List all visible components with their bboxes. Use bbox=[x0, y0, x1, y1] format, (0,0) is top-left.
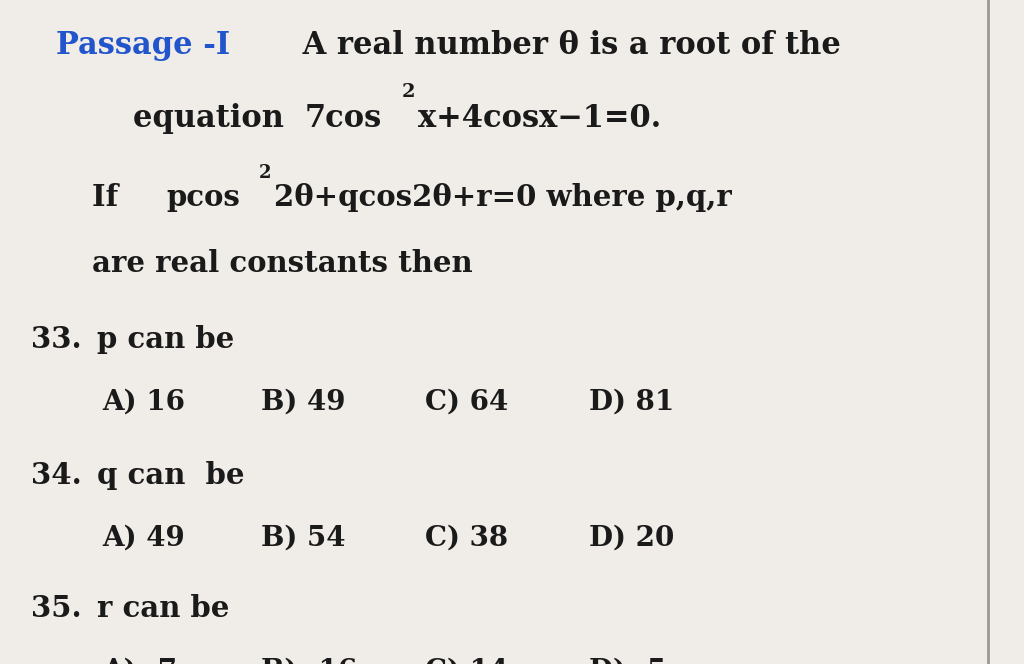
Text: pcos: pcos bbox=[166, 183, 240, 212]
Text: 2θ+qcos2θ+r=0 where p,q,r: 2θ+qcos2θ+r=0 where p,q,r bbox=[274, 183, 732, 212]
Text: C) 64: C) 64 bbox=[425, 388, 508, 416]
Text: B) 49: B) 49 bbox=[261, 388, 346, 416]
Text: If: If bbox=[92, 183, 138, 212]
Text: A real number θ is a root of the: A real number θ is a root of the bbox=[292, 30, 841, 61]
Text: 35.: 35. bbox=[31, 594, 81, 623]
Text: 2: 2 bbox=[401, 83, 415, 101]
Text: C) 14: C) 14 bbox=[425, 657, 508, 664]
Text: B) -16: B) -16 bbox=[261, 657, 357, 664]
Text: r can be: r can be bbox=[97, 594, 229, 623]
Text: C) 38: C) 38 bbox=[425, 525, 508, 552]
Text: A) 16: A) 16 bbox=[102, 388, 185, 416]
Text: x+4cosx−1=0.: x+4cosx−1=0. bbox=[418, 103, 662, 134]
Text: D) 20: D) 20 bbox=[589, 525, 674, 552]
Text: 7cos: 7cos bbox=[304, 103, 381, 134]
Text: equation: equation bbox=[133, 103, 295, 134]
Text: A) -7: A) -7 bbox=[102, 657, 177, 664]
Text: q can  be: q can be bbox=[97, 461, 245, 491]
Text: B) 54: B) 54 bbox=[261, 525, 346, 552]
Text: 33.: 33. bbox=[31, 325, 81, 355]
Text: A) 49: A) 49 bbox=[102, 525, 185, 552]
Text: D) 81: D) 81 bbox=[589, 388, 674, 416]
Text: 2: 2 bbox=[259, 164, 271, 182]
Text: 34.: 34. bbox=[31, 461, 82, 491]
Text: D) -5: D) -5 bbox=[589, 657, 667, 664]
Text: p can be: p can be bbox=[97, 325, 234, 355]
Text: are real constants then: are real constants then bbox=[92, 249, 473, 278]
Text: Passage -I: Passage -I bbox=[56, 30, 230, 61]
